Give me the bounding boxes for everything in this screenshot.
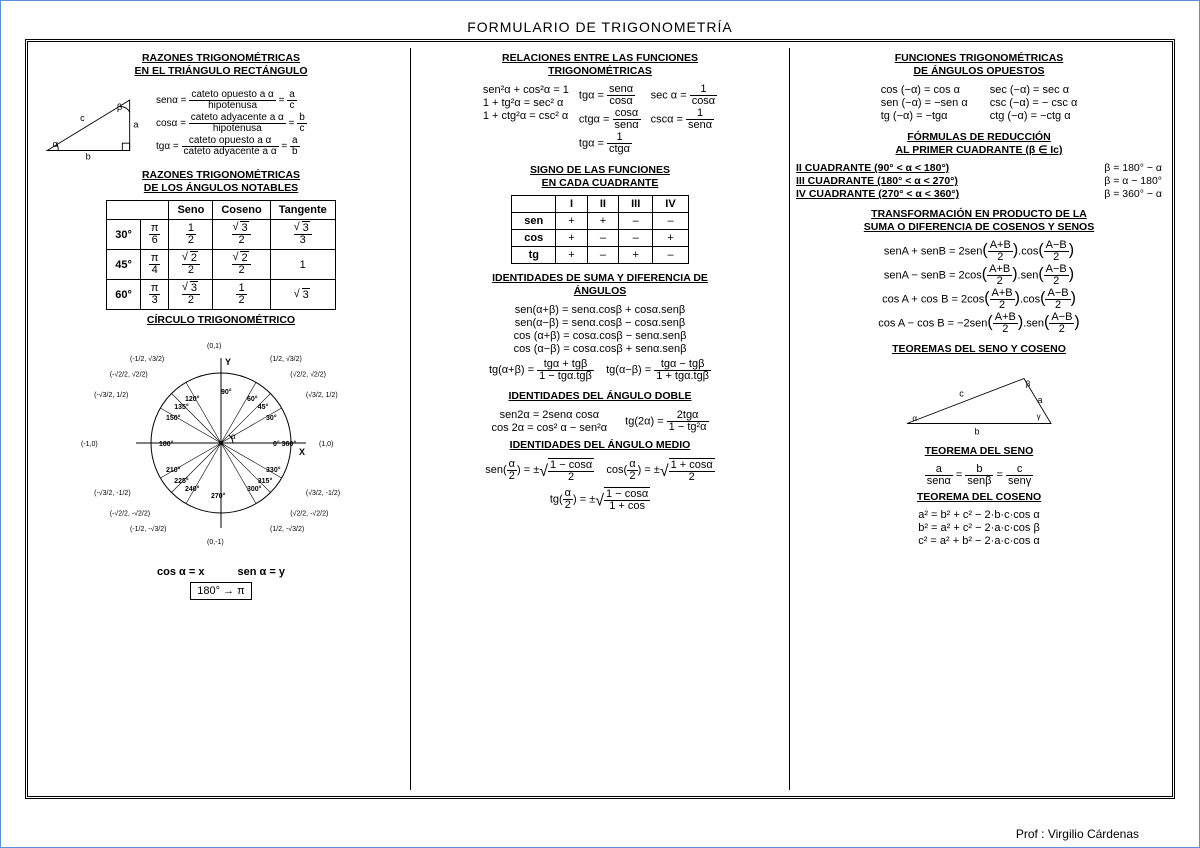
circle-degree-label: 120° <box>185 395 200 403</box>
c2-h1: RELACIONES ENTRE LAS FUNCIONES TRIGONOMÉ… <box>417 52 783 77</box>
circle-degree-label: 300° <box>247 485 262 493</box>
table-row: cos+––+ <box>512 230 688 247</box>
circle-coord-label: (-1/2, √3/2) <box>130 355 164 363</box>
circle-degree-label: 60° <box>247 395 258 403</box>
half-angle-block: sen(α2) = ±√1 − cosα2 cos(α2) = ±√1 + co… <box>417 458 783 512</box>
svg-text:α: α <box>912 414 917 423</box>
circle-degree-label: 0° 360° <box>273 440 296 448</box>
table-row: 45° π4 22 22 1 <box>107 250 336 280</box>
law-triangle-icon: α β γ a b c <box>889 361 1069 441</box>
product-row: senA − senB = 2cos(A+B2).sen(A−B2) <box>796 264 1162 287</box>
svg-text:b: b <box>975 426 980 436</box>
lbl-alpha: α <box>53 139 59 149</box>
svg-text:β: β <box>1026 380 1031 389</box>
right-triangle-icon: α β a b c <box>38 83 148 163</box>
circle-degree-label: 45° <box>258 403 269 411</box>
table-row: 60° π3 32 12 3 <box>107 280 336 310</box>
table-row: sen++–– <box>512 213 688 230</box>
c2-h2: SIGNO DE LAS FUNCIONES EN CADA CUADRANTE <box>417 164 783 189</box>
circle-coord-label: (-√3/2, -1/2) <box>94 489 131 497</box>
circle-degree-label: 330° <box>266 466 281 474</box>
c1-h2: RAZONES TRIGONOMÉTRICAS DE LOS ÁNGULOS N… <box>38 169 404 194</box>
circle-coord-label: (1,0) <box>319 441 333 448</box>
svg-text:a: a <box>1038 395 1043 405</box>
circle-coord-label: (1/2, -√3/2) <box>270 525 304 533</box>
circle-degree-label: 30° <box>266 414 277 422</box>
rel-right: sec α = 1cosα cscα = 1senα <box>651 83 718 156</box>
circle-coord-label: (0,1) <box>207 343 221 350</box>
c2-h5: IDENTIDADES DEL ÁNGULO MEDIO <box>417 439 783 452</box>
column-3: FUNCIONES TRIGONOMÉTRICAS DE ÁNGULOS OPU… <box>790 48 1168 790</box>
sign-table: IIIIIIIV sen++–– cos+––+ tg+–+– <box>511 195 688 264</box>
notable-angles-table: Seno Coseno Tangente 30° π6 12 32 33 45°… <box>106 200 336 310</box>
table-row: tg+–+– <box>512 247 688 264</box>
circle-coord-label: (-1/2, -√3/2) <box>130 525 167 533</box>
svg-text:X: X <box>299 447 305 457</box>
deg-rad-box: 180° → π <box>190 582 251 600</box>
c3-h2: FÓRMULAS DE REDUCCIÓN AL PRIMER CUADRANT… <box>796 131 1162 156</box>
circle-coord-label: (1/2, √3/2) <box>270 355 302 363</box>
c1-h1: RAZONES TRIGONOMÉTRICAS EN EL TRIÁNGULO … <box>38 52 404 77</box>
svg-text:Y: Y <box>225 357 231 367</box>
circle-degree-label: 135° <box>174 403 189 411</box>
circle-degree-label: 270° <box>211 492 226 500</box>
opposite-angles-block: cos (−α) = cos α sen (−α) = −sen α tg (−… <box>796 83 1162 123</box>
tg-sum-block: tg(α+β) = tgα + tgβ1 − tgα.tgβ tg(α−β) =… <box>417 359 783 382</box>
c3-h1: FUNCIONES TRIGONOMÉTRICAS DE ÁNGULOS OPU… <box>796 52 1162 77</box>
table-row: 30° π6 12 32 33 <box>107 220 336 250</box>
ratio-defs: senα = cateto opuesto a αhipotenusa = ac… <box>156 88 307 159</box>
sum-diff-block: sen(α+β) = senα.cosβ + cosα.senβ sen(α−β… <box>417 304 783 355</box>
rel-mid: tgα = senαcosα ctgα = cosαsenα tgα = 1ct… <box>579 83 641 156</box>
reduction-block: II CUADRANTE (90° < α < 180°)β = 180° − … <box>796 162 1162 200</box>
circle-coord-label: (√3/2, 1/2) <box>306 391 338 399</box>
lbl-b: b <box>86 152 91 162</box>
circle-degree-label: 90° <box>221 388 232 396</box>
circle-degree-label: 180° <box>159 440 174 448</box>
content-frame: RAZONES TRIGONOMÉTRICAS EN EL TRIÁNGULO … <box>25 39 1175 799</box>
double-angle-block: sen2α = 2senα cosα cos 2α = cos² α − sen… <box>417 408 783 435</box>
author-credit: Prof : Virgilio Cárdenas <box>1016 827 1139 841</box>
relations-block: sen²α + cos²α = 1 1 + tg²α = sec² α 1 + … <box>417 83 783 156</box>
lbl-c: c <box>80 113 85 123</box>
svg-text:c: c <box>959 389 964 399</box>
page-title: FORMULARIO DE TRIGONOMETRÍA <box>25 19 1175 35</box>
circle-degree-label: 150° <box>166 414 181 422</box>
rel-left: sen²α + cos²α = 1 1 + tg²α = sec² α 1 + … <box>483 83 569 156</box>
circle-coord-label: (0,-1) <box>207 539 224 546</box>
c3-h4: TEOREMAS DEL SENO Y COSENO <box>796 343 1162 356</box>
circle-degree-label: 210° <box>166 466 181 474</box>
c3-h3: TRANSFORMACIÓN EN PRODUCTO DE LA SUMA O … <box>796 208 1162 233</box>
c2-h4: IDENTIDADES DEL ÁNGULO DOBLE <box>417 390 783 403</box>
right-triangle-block: α β a b c senα = cateto opuesto a αhipot… <box>38 83 404 163</box>
svg-text:γ: γ <box>1037 412 1042 421</box>
c3-h5: TEOREMA DEL SENO <box>796 445 1162 458</box>
circle-coord-label: (-√2/2, √2/2) <box>110 371 148 379</box>
product-transform-block: senA + senB = 2sen(A+B2).cos(A−B2)senA −… <box>796 240 1162 335</box>
circle-degree-label: 315° <box>258 477 273 485</box>
c1-h3: CÍRCULO TRIGONOMÉTRICO <box>38 314 404 327</box>
circle-coord-label: (-√2/2, -√2/2) <box>110 509 150 517</box>
unit-circle-icon: X Y α 0° 360°(1,0)30°(√3/2, 1/2)45°(√2/2… <box>81 333 361 563</box>
column-1: RAZONES TRIGONOMÉTRICAS EN EL TRIÁNGULO … <box>32 48 411 790</box>
circle-coord-label: (√3/2, -1/2) <box>306 489 340 497</box>
circle-coord-label: (-1,0) <box>81 441 98 448</box>
c2-h3: IDENTIDADES DE SUMA Y DIFERENCIA DE ÁNGU… <box>417 272 783 297</box>
lbl-a: a <box>133 120 139 130</box>
c3-h6: TEOREMA DEL COSENO <box>796 491 1162 504</box>
product-row: senA + senB = 2sen(A+B2).cos(A−B2) <box>796 240 1162 263</box>
circle-degree-label: 225° <box>174 477 189 485</box>
column-2: RELACIONES ENTRE LAS FUNCIONES TRIGONOMÉ… <box>411 48 790 790</box>
circle-axis-labels: cos α = x sen α = y <box>38 566 404 578</box>
circle-coord-label: (√2/2, -√2/2) <box>290 509 328 517</box>
product-row: cos A − cos B = −2sen(A+B2).sen(A−B2) <box>796 312 1162 335</box>
circle-coord-label: (-√3/2, 1/2) <box>94 391 128 399</box>
cosine-law-block: a² = b² + c² − 2·b·c·cos α b² = a² + c² … <box>796 509 1162 547</box>
sine-law-block: asenα = bsenβ = csenγ <box>796 464 1162 487</box>
unit-circle-block: X Y α 0° 360°(1,0)30°(√3/2, 1/2)45°(√2/2… <box>38 333 404 600</box>
product-row: cos A + cos B = 2cos(A+B2).cos(A−B2) <box>796 288 1162 311</box>
lbl-beta: β <box>117 102 122 112</box>
circle-coord-label: (√2/2, √2/2) <box>290 371 326 379</box>
circle-degree-label: 240° <box>185 485 200 493</box>
